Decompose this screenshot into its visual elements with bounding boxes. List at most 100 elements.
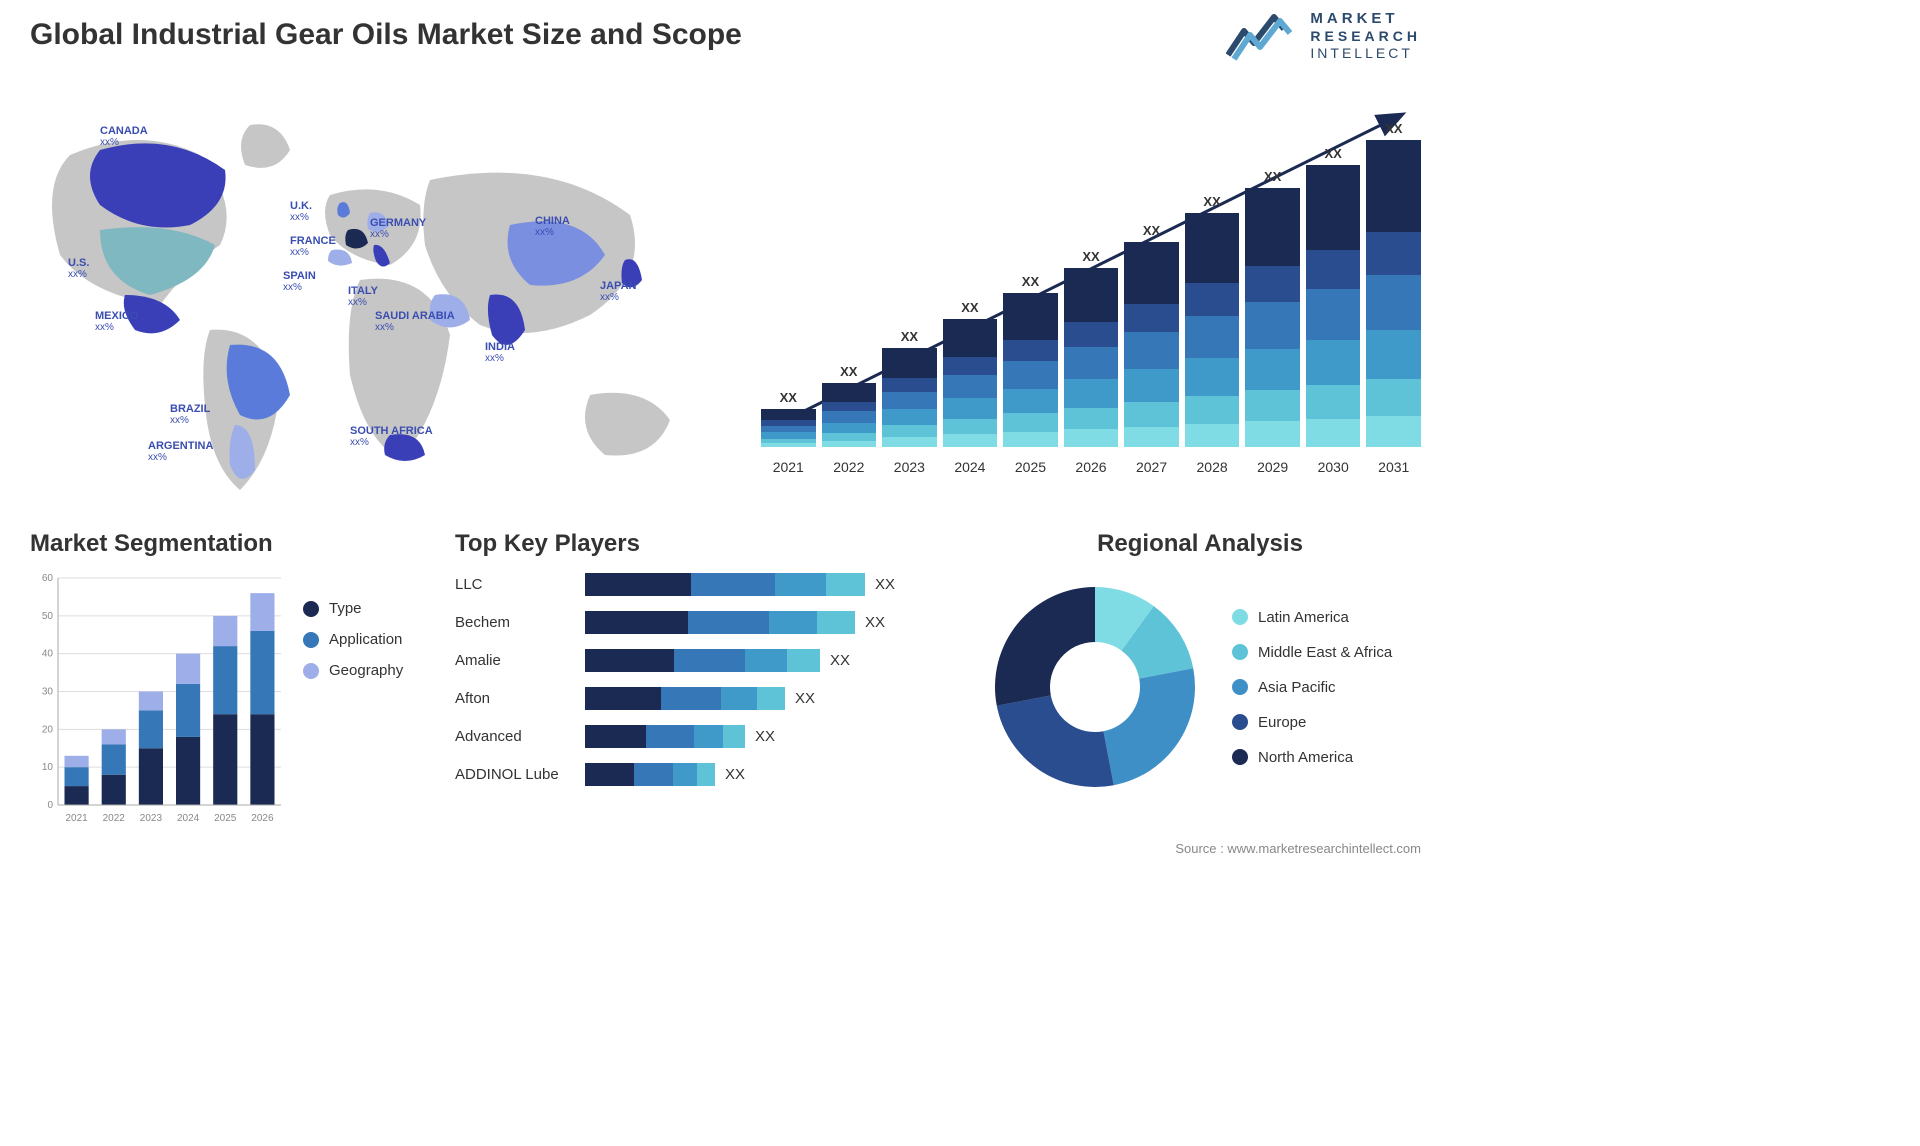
legend-label: Europe (1258, 714, 1306, 731)
growth-bar-segment (1003, 389, 1058, 414)
growth-bar-segment (882, 348, 937, 378)
map-label-argentina: ARGENTINAxx% (148, 440, 213, 463)
svg-text:30: 30 (42, 687, 54, 698)
growth-bar-segment (822, 411, 877, 423)
growth-bar-segment (1064, 347, 1119, 379)
growth-bar-segment (1366, 275, 1421, 330)
map-label-saudi-arabia: SAUDI ARABIAxx% (375, 310, 455, 333)
growth-year-label: 2023 (882, 459, 937, 475)
player-row: ADDINOL LubeXX (455, 762, 945, 787)
map-label-japan: JAPANxx% (600, 280, 636, 303)
growth-bar-segment (1124, 304, 1179, 333)
regional-section: Regional Analysis Latin AmericaMiddle Ea… (980, 530, 1420, 802)
regional-legend: Latin AmericaMiddle East & AfricaAsia Pa… (1232, 609, 1392, 766)
growth-bar-segment (822, 423, 877, 433)
player-bar-segment (694, 725, 723, 748)
growth-bar-segment (1185, 396, 1240, 424)
player-bar-segment (721, 687, 757, 710)
legend-label: North America (1258, 749, 1353, 766)
map-label-italy: ITALYxx% (348, 285, 378, 308)
donut-slice (997, 695, 1114, 787)
growth-bar-segment (1306, 340, 1361, 385)
donut-slice (1103, 668, 1195, 785)
player-bar-segment (674, 649, 745, 672)
player-bar (585, 649, 820, 672)
growth-bar-value: XX (780, 390, 797, 405)
map-label-india: INDIAxx% (485, 341, 515, 364)
growth-bar-segment (822, 402, 877, 411)
player-bar-segment (769, 611, 818, 634)
segmentation-section: Market Segmentation 01020304050602021202… (30, 530, 425, 827)
growth-year-label: 2028 (1185, 459, 1240, 475)
logo-line2: RESEARCH (1310, 28, 1421, 45)
seg-bar-segment (213, 646, 237, 714)
seg-bar-segment (213, 714, 237, 805)
segmentation-title: Market Segmentation (30, 530, 425, 558)
seg-bar-segment (65, 756, 89, 767)
growth-bar-segment (882, 392, 937, 410)
player-name: Advanced (455, 728, 585, 745)
player-bar-segment (697, 763, 715, 786)
growth-bar-segment (1185, 358, 1240, 395)
player-bar-segment (691, 573, 775, 596)
growth-year-label: 2021 (761, 459, 816, 475)
legend-item: Europe (1232, 714, 1392, 731)
growth-bar-value: XX (1022, 274, 1039, 289)
seg-bar-segment (139, 748, 163, 805)
growth-bar-segment (822, 383, 877, 402)
growth-bar-segment (1124, 427, 1179, 447)
map-label-spain: SPAINxx% (283, 270, 316, 293)
player-bar-segment (787, 649, 820, 672)
map-label-france: FRANCExx% (290, 235, 336, 258)
regional-title: Regional Analysis (980, 530, 1420, 558)
growth-bar-segment (1245, 188, 1300, 266)
growth-bar-value: XX (961, 300, 978, 315)
growth-bar-segment (1064, 268, 1119, 322)
player-row: AftonXX (455, 686, 945, 711)
legend-item: Asia Pacific (1232, 679, 1392, 696)
legend-label: Geography (329, 662, 403, 679)
player-bar (585, 763, 715, 786)
world-map: CANADAxx%U.S.xx%MEXICOxx%BRAZILxx%ARGENT… (30, 95, 710, 495)
key-players-chart: LLCXXBechemXXAmalieXXAftonXXAdvancedXXAD… (455, 572, 945, 787)
growth-bar-segment (943, 319, 998, 357)
page-title: Global Industrial Gear Oils Market Size … (30, 18, 742, 52)
growth-bar-segment (1003, 293, 1058, 339)
growth-year-label: 2026 (1064, 459, 1119, 475)
legend-item: Middle East & Africa (1232, 644, 1392, 661)
key-players-section: Top Key Players LLCXXBechemXXAmalieXXAft… (455, 530, 945, 787)
growth-bar-segment (1366, 416, 1421, 447)
player-value: XX (725, 766, 745, 783)
growth-bar-segment (1245, 349, 1300, 390)
seg-bar-segment (176, 737, 200, 805)
growth-bar-2030: XX (1306, 146, 1361, 447)
growth-bar-segment (1245, 302, 1300, 349)
growth-bar-value: XX (1385, 121, 1402, 136)
growth-bar-segment (1185, 283, 1240, 316)
growth-bar-segment (1306, 289, 1361, 340)
growth-year-label: 2030 (1306, 459, 1361, 475)
growth-bar-segment (1306, 250, 1361, 289)
player-bar-segment (585, 725, 646, 748)
growth-bar-segment (882, 409, 937, 425)
map-label-south-africa: SOUTH AFRICAxx% (350, 425, 433, 448)
growth-bar-segment (943, 375, 998, 398)
player-bar-segment (723, 725, 745, 748)
source-attribution: Source : www.marketresearchintellect.com (1175, 841, 1421, 856)
legend-dot-icon (1232, 679, 1248, 695)
growth-bar-2025: XX (1003, 274, 1058, 447)
legend-dot-icon (1232, 714, 1248, 730)
growth-bar-chart: XXXXXXXXXXXXXXXXXXXXXX 20212022202320242… (761, 95, 1421, 475)
legend-item: Geography (303, 662, 403, 679)
player-bar-segment (817, 611, 855, 634)
growth-bar-segment (1003, 432, 1058, 447)
growth-bar-2027: XX (1124, 223, 1179, 447)
growth-bar-segment (1003, 413, 1058, 431)
player-bar (585, 687, 785, 710)
growth-bar-value: XX (1082, 249, 1099, 264)
growth-bar-segment (1366, 379, 1421, 416)
growth-bar-segment (1366, 232, 1421, 275)
growth-bar-segment (761, 443, 816, 447)
player-bar (585, 573, 865, 596)
growth-bar-segment (1185, 316, 1240, 358)
